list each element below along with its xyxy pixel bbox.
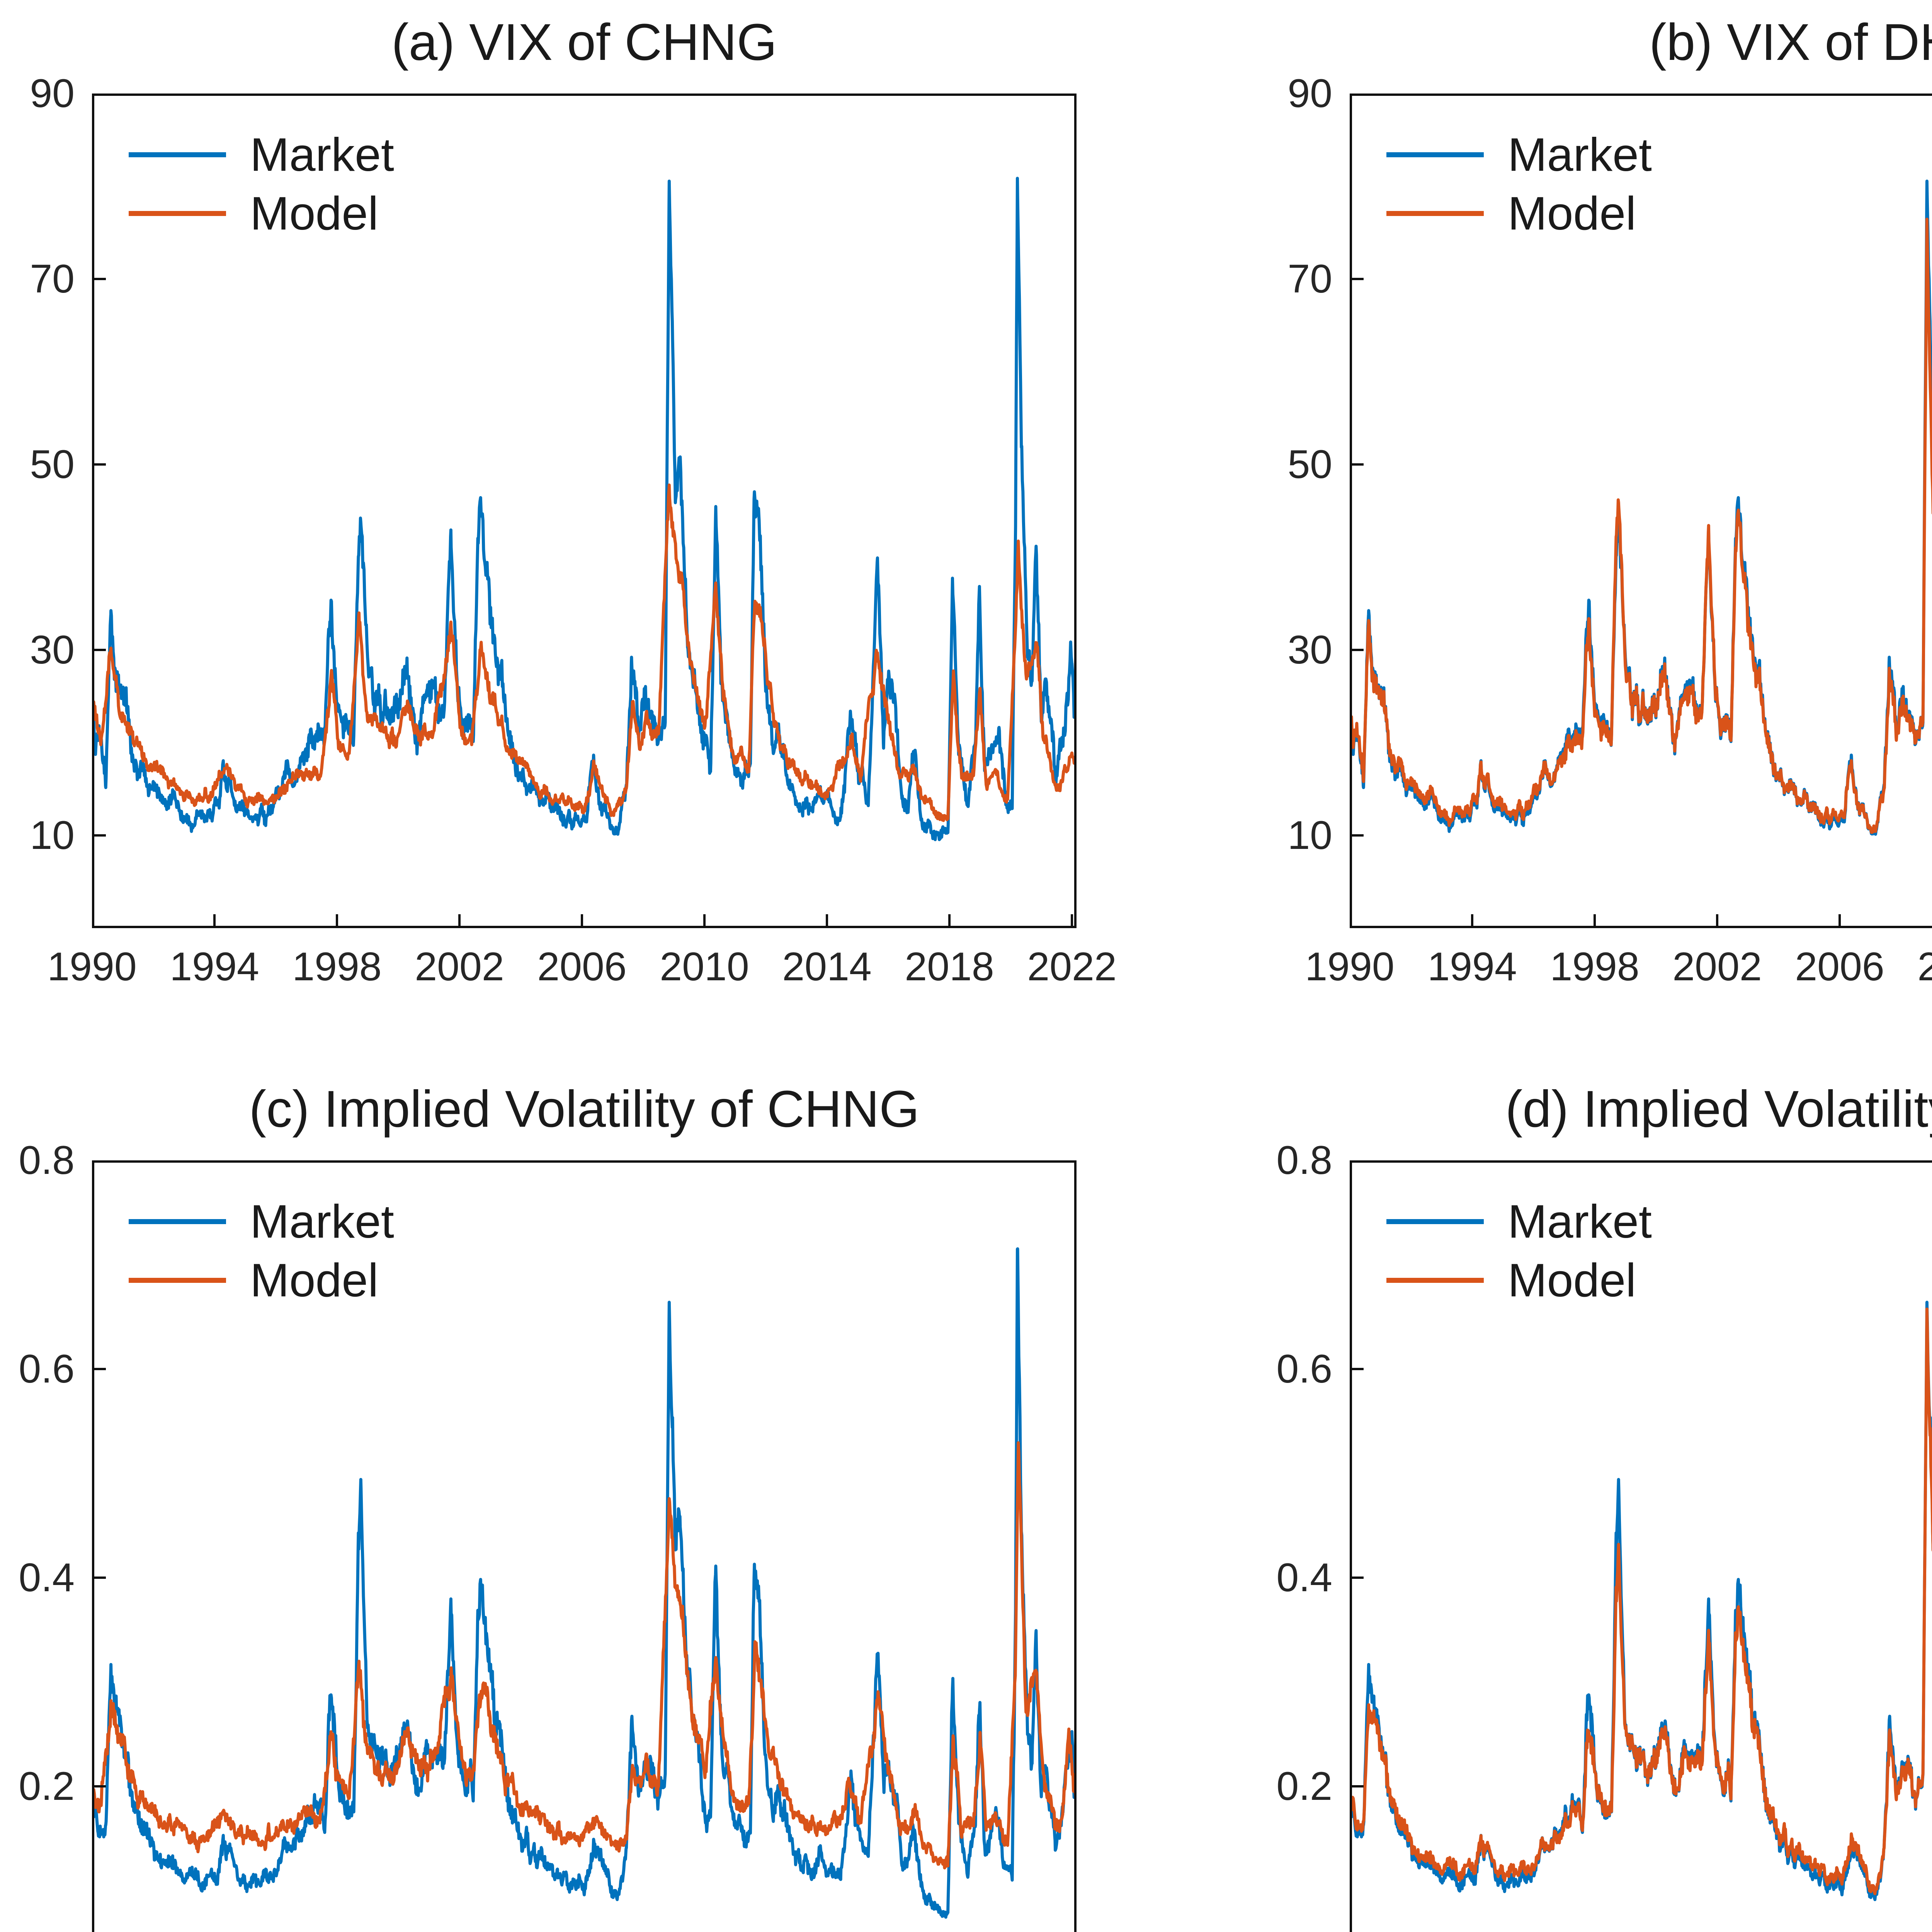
legend-item-market: Market (129, 1192, 394, 1251)
series-line-market (92, 1247, 1077, 1919)
legend-item-market: Market (1386, 125, 1652, 184)
legend-item-model: Model (1386, 1251, 1652, 1310)
legend-label: Model (1508, 187, 1636, 240)
plot-area-a (92, 94, 1077, 928)
x-tick-label: 2010 (1917, 944, 1932, 989)
series-line-model (1350, 1307, 1932, 1895)
x-tick-label: 1998 (292, 944, 382, 989)
y-tick-label: 0.8 (19, 1138, 75, 1183)
legend: Market Model (129, 125, 394, 243)
y-tick-label: 0.6 (19, 1347, 75, 1391)
legend-label: Market (1508, 128, 1652, 181)
tick-marks (94, 1160, 106, 1787)
legend: Market Model (129, 1192, 394, 1310)
legend-item-market: Market (1386, 1192, 1652, 1251)
chart-title: (c) Implied Volatility of CHNG (249, 1080, 920, 1138)
series-line-market (1350, 1301, 1932, 1901)
series-line-model (92, 483, 1077, 822)
y-tick-label: 0.2 (19, 1764, 75, 1809)
x-tick-label: 1990 (1305, 944, 1395, 989)
x-tick-label: 2018 (905, 944, 994, 989)
legend-item-market: Market (129, 125, 394, 184)
y-tick-label: 10 (30, 813, 75, 858)
axes-box (92, 94, 1077, 928)
legend-line-model-icon (1386, 1277, 1484, 1283)
x-tick-label: 2022 (1027, 944, 1117, 989)
x-tick-label: 1990 (47, 944, 137, 989)
axes-box (92, 1160, 1077, 1932)
y-tick-label: 50 (1287, 442, 1332, 487)
x-tick-label: 2002 (415, 944, 504, 989)
plot-area-b (1350, 94, 1932, 928)
x-tick-label: 1998 (1550, 944, 1639, 989)
y-tick-label: 90 (1287, 71, 1332, 116)
axes-box (1350, 1160, 1932, 1932)
legend-line-market-icon (129, 152, 226, 157)
legend-item-model: Model (129, 1251, 394, 1310)
legend-line-market-icon (1386, 152, 1484, 157)
chart-title: (b) VIX of DHNG (1649, 14, 1932, 71)
axes-box (1350, 94, 1932, 928)
legend-label: Market (250, 128, 394, 181)
tick-marks (1352, 1160, 1364, 1787)
x-tick-label: 2010 (660, 944, 749, 989)
y-tick-label: 30 (1287, 628, 1332, 672)
chart-title: (d) Implied Volatility of DHNG (1505, 1080, 1932, 1138)
legend-label: Model (250, 187, 379, 240)
legend: Market Model (1386, 1192, 1652, 1310)
tick-marks (1350, 94, 1841, 926)
legend: Market Model (1386, 125, 1652, 243)
legend-item-model: Model (129, 184, 394, 243)
x-tick-label: 2002 (1672, 944, 1762, 989)
series-line-model (92, 1441, 1077, 1870)
y-tick-label: 70 (1287, 257, 1332, 301)
legend-label: Model (250, 1254, 379, 1306)
plot-area-c (92, 1160, 1077, 1932)
legend-item-model: Model (1386, 184, 1652, 243)
legend-label: Market (250, 1195, 394, 1248)
x-tick-label: 2006 (537, 944, 627, 989)
y-tick-label: 30 (30, 628, 75, 672)
legend-label: Market (1508, 1195, 1652, 1248)
x-tick-label: 1994 (1427, 944, 1517, 989)
legend-line-model-icon (1386, 211, 1484, 216)
y-tick-label: 0.4 (1276, 1555, 1332, 1600)
y-tick-label: 10 (1287, 813, 1332, 858)
x-tick-label: 1994 (170, 944, 259, 989)
y-tick-label: 0.8 (1276, 1138, 1332, 1183)
legend-line-model-icon (129, 1277, 226, 1283)
y-tick-label: 0.4 (19, 1555, 75, 1600)
y-tick-label: 70 (30, 257, 75, 301)
legend-line-model-icon (129, 211, 226, 216)
x-tick-label: 2014 (782, 944, 872, 989)
y-tick-label: 0.6 (1276, 1347, 1332, 1391)
x-tick-label: 2006 (1795, 944, 1884, 989)
plot-area-d (1350, 1160, 1932, 1932)
series-line-model (1350, 218, 1932, 834)
y-tick-label: 0.2 (1276, 1764, 1332, 1809)
y-tick-label: 90 (30, 71, 75, 116)
legend-line-market-icon (129, 1219, 226, 1224)
legend-line-market-icon (1386, 1219, 1484, 1224)
tick-marks (92, 94, 1073, 926)
y-tick-label: 50 (30, 442, 75, 487)
legend-label: Model (1508, 1254, 1636, 1306)
chart-title: (a) VIX of CHNG (391, 14, 777, 71)
